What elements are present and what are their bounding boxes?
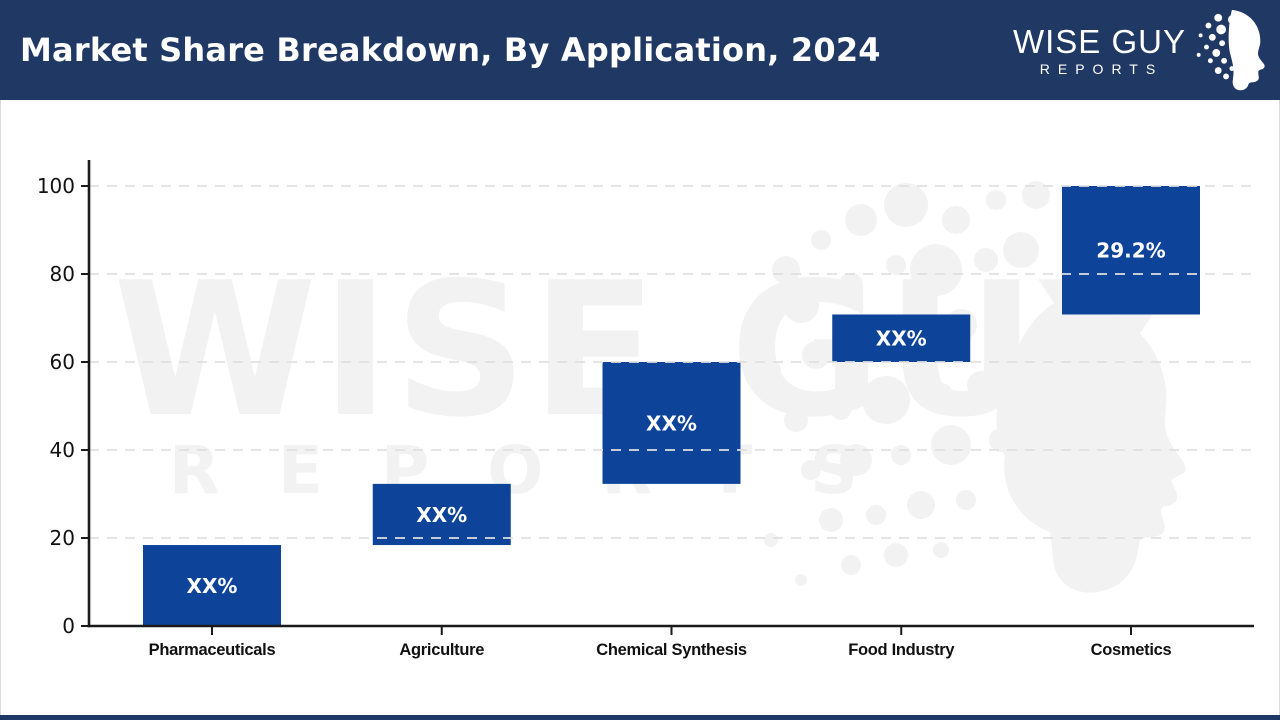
y-tick-label-0: 0 — [62, 614, 75, 638]
logo-subtitle: REPORTS — [1039, 60, 1164, 77]
category-label-chemical-synthesis: Chemical Synthesis — [596, 641, 747, 659]
bar-label-food-industry: XX% — [876, 327, 927, 351]
bar-agriculture — [372, 483, 511, 546]
category-label-pharmaceuticals: Pharmaceuticals — [149, 641, 276, 659]
chart-area: WISE GUY REPORTS — [0, 100, 1280, 716]
y-tick-label-60: 60 — [50, 350, 75, 374]
y-tick-label-80: 80 — [50, 262, 75, 286]
wiseguy-logo-text: WISE GUY REPORTS — [1013, 25, 1186, 76]
header: Market Share Breakdown, By Application, … — [0, 0, 1280, 100]
bar-label-cosmetics: 29.2% — [1096, 239, 1165, 263]
y-tick-label-20: 20 — [50, 526, 75, 550]
bar-label-pharmaceuticals: XX% — [187, 574, 238, 598]
waterfall-chart: 0 20 40 60 80 100 Pharmaceuticals Agriculture Ch… — [37, 160, 1254, 659]
bar-label-agriculture: XX% — [416, 503, 467, 527]
logo-wordmark: WISE GUY — [1012, 22, 1186, 60]
category-label-cosmetics: Cosmetics — [1091, 641, 1172, 659]
footer-bar — [0, 715, 1280, 720]
page-title: Market Share Breakdown, By Application, … — [20, 31, 881, 69]
y-tick-label-100: 100 — [37, 174, 75, 198]
category-label-agriculture: Agriculture — [399, 641, 484, 659]
wiseguy-logo: WISE GUY REPORTS — [1013, 6, 1268, 94]
bar-pharmaceuticals — [143, 545, 281, 626]
bar-cosmetics — [1062, 186, 1200, 315]
y-tick-label-40: 40 — [50, 438, 75, 462]
bar-chemical-synthesis — [602, 362, 741, 484]
wiseguy-head-icon — [1196, 9, 1265, 91]
category-label-food-industry: Food Industry — [848, 641, 955, 659]
bar-label-chemical-synthesis: XX% — [646, 411, 697, 435]
